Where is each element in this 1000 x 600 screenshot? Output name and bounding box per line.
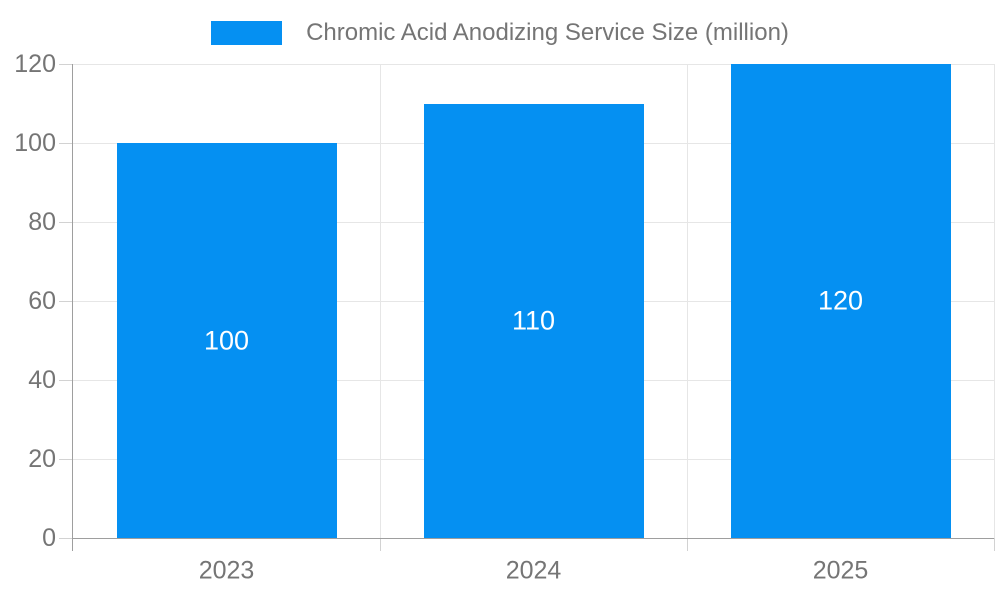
x-axis-tick: [993, 538, 995, 551]
y-axis-line: [72, 64, 73, 551]
gridline-vertical: [993, 64, 995, 538]
y-axis-tick: [59, 537, 73, 539]
y-axis-tick: [59, 221, 73, 223]
y-axis-tick: [59, 458, 73, 460]
y-axis-tick: [59, 63, 73, 65]
gridline-vertical: [379, 64, 381, 538]
y-axis-tick: [59, 142, 73, 144]
x-axis-tick: [686, 538, 688, 551]
bar-value-label: 100: [203, 325, 250, 355]
y-axis-label: 40: [28, 366, 56, 394]
y-axis-tick: [59, 300, 73, 302]
x-axis-label: 2025: [812, 556, 869, 585]
x-axis-label: 2023: [198, 556, 255, 585]
chart-legend[interactable]: Chromic Acid Anodizing Service Size (mil…: [0, 16, 1000, 50]
bar-2023[interactable]: [116, 143, 337, 538]
x-axis-line: [73, 537, 994, 539]
y-axis-label: 100: [14, 129, 56, 157]
y-axis-tick: [59, 379, 73, 381]
x-axis-label: 2024: [505, 556, 562, 585]
bar-value-label: 120: [817, 285, 864, 316]
gridline-vertical: [686, 64, 688, 538]
bar-value-label: 110: [511, 305, 556, 336]
gridline-horizontal: [73, 63, 994, 65]
y-axis-label: 20: [28, 445, 56, 473]
y-axis-label: 120: [14, 50, 56, 78]
y-axis-label: 0: [42, 524, 56, 552]
x-axis-tick: [379, 538, 381, 551]
y-axis-label: 60: [28, 287, 56, 315]
y-axis-label: 80: [28, 208, 56, 236]
bar-2025[interactable]: [730, 64, 951, 538]
legend-swatch-icon: [211, 21, 283, 45]
bar-2024[interactable]: [423, 103, 644, 538]
legend-label: Chromic Acid Anodizing Service Size (mil…: [306, 19, 789, 46]
